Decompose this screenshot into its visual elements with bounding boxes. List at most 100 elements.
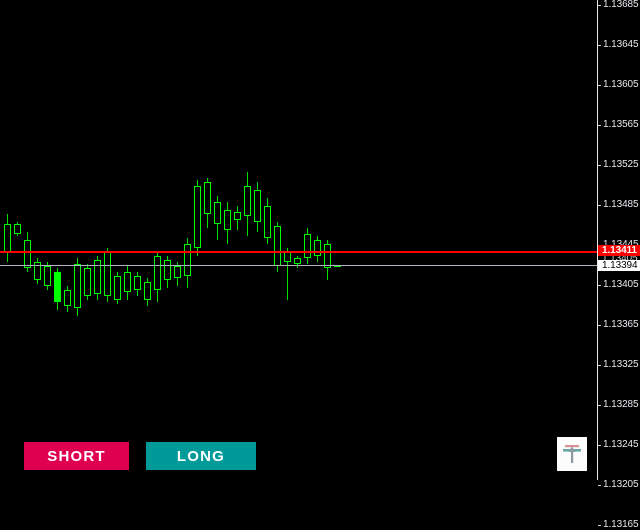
candle bbox=[74, 0, 81, 480]
candle-body bbox=[324, 244, 331, 268]
axis-tick bbox=[598, 485, 601, 486]
candle-body bbox=[54, 272, 61, 302]
long-button[interactable]: LONG bbox=[146, 442, 256, 470]
candle-body bbox=[204, 182, 211, 214]
axis-tick-label: 1.13485 bbox=[603, 199, 639, 210]
candle bbox=[64, 0, 71, 480]
axis-tick bbox=[598, 325, 601, 326]
short-button[interactable]: SHORT bbox=[24, 442, 129, 470]
axis-tick-label: 1.13645 bbox=[603, 39, 639, 50]
candle bbox=[14, 0, 21, 480]
price-axis[interactable]: 1.13685 1.13645 1.13605 1.13565 1.13525 1.134… bbox=[597, 0, 640, 530]
candle bbox=[104, 0, 111, 480]
axis-tick-label: 1.13405 bbox=[603, 279, 639, 290]
candle-body bbox=[94, 260, 101, 294]
ask-price-line bbox=[0, 251, 597, 253]
candle bbox=[324, 0, 331, 480]
candle bbox=[114, 0, 121, 480]
mid-price-tag: 1.13405 bbox=[598, 253, 640, 264]
candle-body bbox=[4, 224, 11, 252]
axis-tick bbox=[598, 525, 601, 526]
candle bbox=[254, 0, 261, 480]
candle bbox=[54, 0, 61, 480]
candle-body bbox=[104, 252, 111, 296]
axis-tick bbox=[598, 405, 601, 406]
candle bbox=[44, 0, 51, 480]
candle-body bbox=[64, 290, 71, 306]
axis-spine bbox=[597, 0, 598, 480]
candle bbox=[334, 0, 341, 480]
candle-body bbox=[184, 244, 191, 276]
candle-body bbox=[254, 190, 261, 222]
candlestick-chart-plot[interactable] bbox=[0, 0, 597, 480]
candle bbox=[154, 0, 161, 480]
candle-body bbox=[264, 206, 271, 238]
candle-body bbox=[244, 186, 251, 216]
axis-tick-label: 1.13205 bbox=[603, 479, 639, 490]
axis-tick bbox=[598, 85, 601, 86]
candle bbox=[294, 0, 301, 480]
axis-tick bbox=[598, 205, 601, 206]
axis-tick bbox=[598, 445, 601, 446]
candle-body bbox=[294, 258, 301, 264]
axis-tick bbox=[598, 45, 601, 46]
candle bbox=[134, 0, 141, 480]
candle bbox=[124, 0, 131, 480]
candle-body bbox=[314, 240, 321, 256]
candle bbox=[314, 0, 321, 480]
axis-tick-label: 1.13285 bbox=[603, 399, 639, 410]
axis-tick-label: 1.13685 bbox=[603, 0, 639, 10]
axis-tick bbox=[598, 285, 601, 286]
candle-body bbox=[84, 268, 91, 296]
candle-body bbox=[114, 276, 121, 300]
candle-body bbox=[194, 186, 201, 248]
axis-tick-label: 1.13445 bbox=[603, 240, 639, 250]
candle bbox=[284, 0, 291, 480]
axis-tick bbox=[598, 125, 601, 126]
candle-body bbox=[44, 266, 51, 286]
candle-body bbox=[154, 256, 161, 290]
axis-tick-label: 1.13525 bbox=[603, 159, 639, 170]
candle-body bbox=[174, 266, 181, 278]
ask-price-tag: 1.13411 bbox=[598, 245, 640, 256]
axis-tick-label: 1.13325 bbox=[603, 359, 639, 370]
candle-body bbox=[224, 210, 231, 230]
axis-tick-label: 1.13605 bbox=[603, 79, 639, 90]
candle bbox=[144, 0, 151, 480]
candle bbox=[274, 0, 281, 480]
candle-body bbox=[164, 260, 171, 280]
candle bbox=[204, 0, 211, 480]
candle bbox=[214, 0, 221, 480]
candle-body bbox=[234, 212, 241, 220]
axis-tick-label: 1.13565 bbox=[603, 119, 639, 130]
candle-body bbox=[24, 240, 31, 268]
candle bbox=[234, 0, 241, 480]
axis-tick bbox=[598, 5, 601, 6]
candle-body bbox=[144, 282, 151, 300]
candle bbox=[94, 0, 101, 480]
candle bbox=[244, 0, 251, 480]
candle bbox=[194, 0, 201, 480]
candle-body bbox=[74, 264, 81, 308]
bid-price-tag: 1.13394 bbox=[598, 260, 640, 271]
axis-tick bbox=[598, 365, 601, 366]
candle-body bbox=[304, 234, 311, 258]
candle bbox=[164, 0, 171, 480]
candle bbox=[34, 0, 41, 480]
axis-tick-label: 1.13245 bbox=[603, 439, 639, 450]
candle bbox=[24, 0, 31, 480]
candle bbox=[184, 0, 191, 480]
bid-price-line bbox=[0, 265, 597, 266]
candle bbox=[174, 0, 181, 480]
candle-body bbox=[214, 202, 221, 224]
candle bbox=[264, 0, 271, 480]
axis-tick-label: 1.13165 bbox=[603, 519, 639, 530]
candle-body bbox=[124, 272, 131, 292]
crosshair-anchor-icon[interactable] bbox=[557, 437, 587, 471]
candle bbox=[304, 0, 311, 480]
candle-body bbox=[34, 262, 41, 280]
candle bbox=[84, 0, 91, 480]
candle-body bbox=[274, 226, 281, 266]
candle bbox=[224, 0, 231, 480]
